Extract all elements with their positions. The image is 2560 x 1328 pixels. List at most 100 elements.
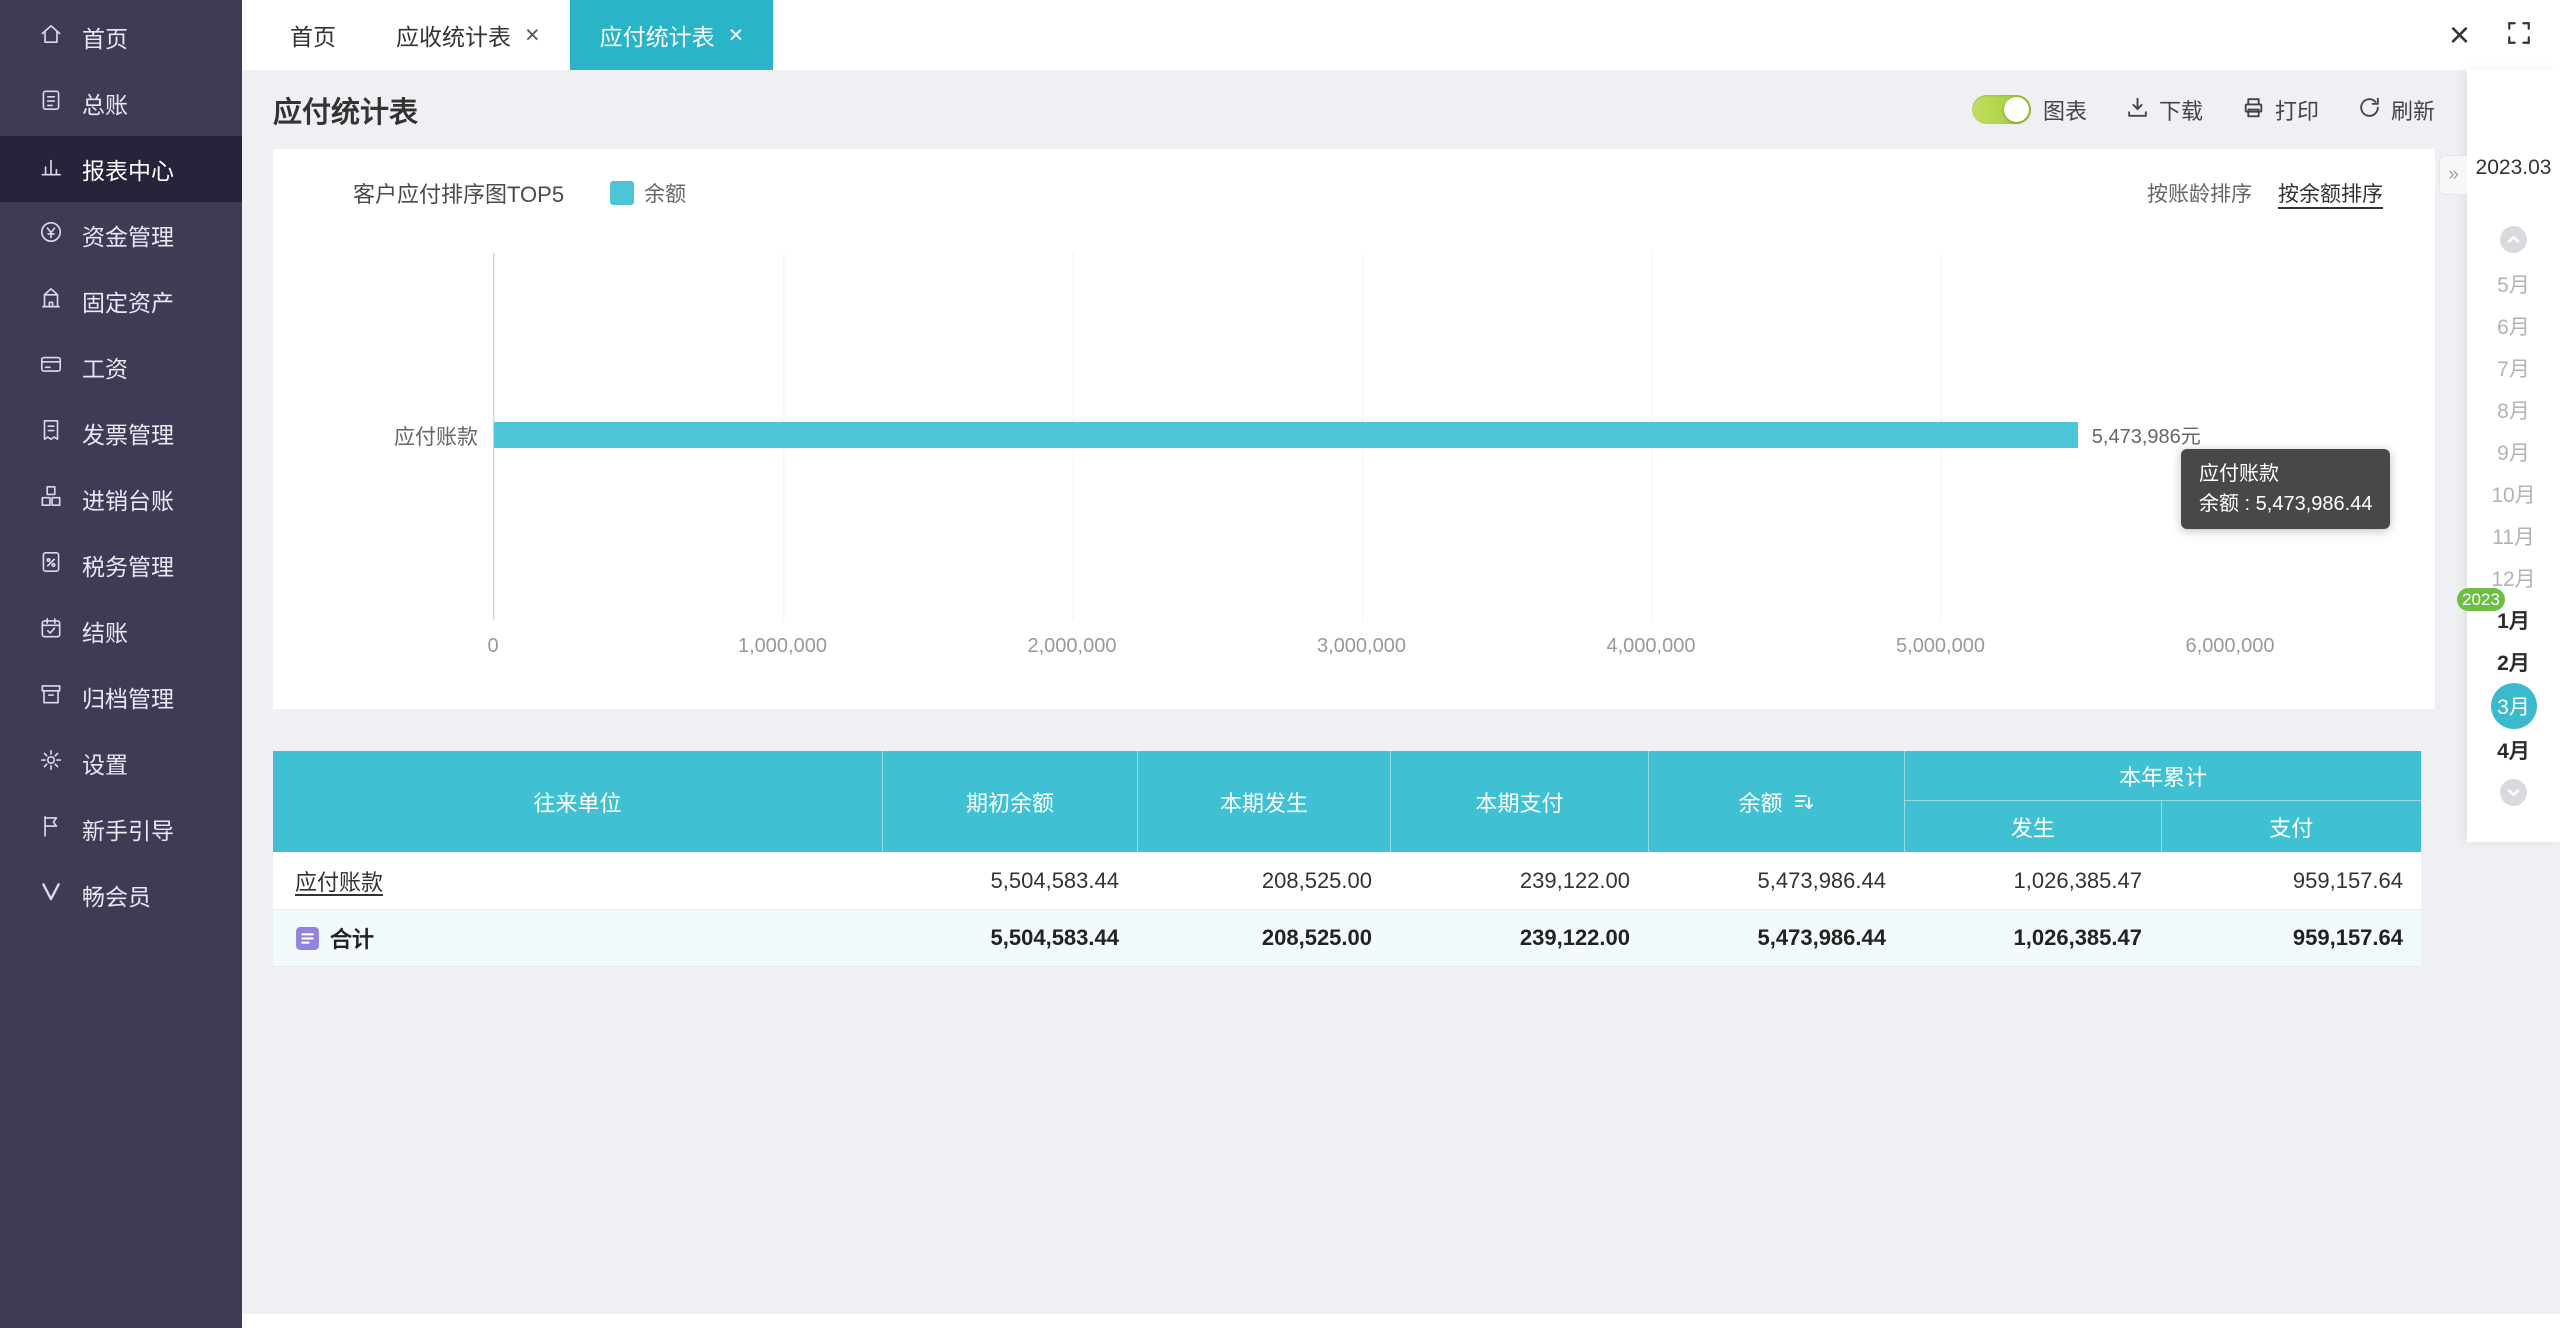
sidebar-item-label: 新手引导 — [82, 818, 174, 844]
sidebar-item-guide[interactable]: 新手引导 — [0, 796, 242, 862]
total-opening: 5,504,583.44 — [990, 925, 1119, 950]
x-axis-ticks: 0 1,000,000 2,000,000 3,000,000 4,000,000 5,0… — [487, 635, 2274, 661]
sidebar-item-report-center[interactable]: 报表中心 — [0, 136, 242, 202]
salary-icon — [38, 351, 64, 383]
download-button[interactable]: 下载 — [2125, 94, 2203, 126]
month-item-10月[interactable]: 10月 — [2491, 484, 2536, 507]
chart-sort-links: 按账龄排序 按余额排序 — [2147, 178, 2383, 208]
sidebar-item-tax[interactable]: 税务管理 — [0, 532, 242, 598]
sidebar-item-funds[interactable]: 资金管理 — [0, 202, 242, 268]
month-panel: 2023.03 5月 6月 7月 8月 9月 10月 11月 12月 1月 2月 3月 4月 2023 — [2457, 70, 2560, 842]
bottom-scrollbar-track[interactable] — [242, 1314, 2560, 1328]
close-icon[interactable]: × — [2448, 14, 2470, 55]
sidebar: 首页 总账 报表中心 资金管理 固定资产 工资 发票管理 进销台账 税务管理 结… — [0, 0, 242, 1328]
month-item-8月[interactable]: 8月 — [2497, 400, 2530, 423]
tab-payable-report[interactable]: 应付统计表 × — [569, 0, 774, 70]
total-ytd-paid: 959,157.64 — [2292, 925, 2403, 950]
y-category-label: 应付账款 — [394, 426, 478, 449]
cell-ytd-paid: 959,157.64 — [2292, 867, 2403, 893]
month-item-4月[interactable]: 4月 — [2497, 740, 2530, 763]
x-tick-label: 4,000,000 — [1606, 635, 1696, 657]
archive-icon — [38, 681, 64, 713]
sidebar-item-label: 畅会员 — [82, 884, 151, 910]
cell-current: 208,525.00 — [1261, 867, 1372, 893]
sidebar-item-member[interactable]: 畅会员 — [0, 862, 242, 928]
col-header-opening: 期初余额 — [882, 751, 1137, 852]
table-row: 应付账款 5,504,583.44 208,525.00 239,122.00 … — [273, 852, 2421, 910]
sort-by-balance-link[interactable]: 按余额排序 — [2278, 183, 2383, 206]
tab-receivable-report[interactable]: 应收统计表 × — [366, 0, 570, 70]
sidebar-item-fixed-assets[interactable]: 固定资产 — [0, 268, 242, 334]
sidebar-item-label: 进销台账 — [82, 488, 174, 514]
sort-descending-icon[interactable] — [1793, 791, 1815, 813]
month-item-3月[interactable]: 3月 — [2467, 683, 2560, 729]
chart-legend[interactable]: 余额 — [610, 178, 686, 208]
x-tick-label: 6,000,000 — [2185, 635, 2275, 657]
tab-close-icon[interactable]: × — [728, 20, 744, 49]
balance-bar[interactable] — [494, 421, 2078, 448]
sidebar-item-general-ledger[interactable]: 总账 — [0, 70, 242, 136]
month-item-11月[interactable]: 11月 — [2492, 526, 2535, 549]
collapse-handle-icon[interactable]: » — [2439, 155, 2467, 195]
tab-home[interactable]: 首页 — [260, 0, 366, 70]
guide-icon — [38, 813, 64, 845]
sidebar-item-home[interactable]: 首页 — [0, 4, 242, 70]
sidebar-item-label: 结账 — [82, 620, 128, 646]
funds-icon — [38, 219, 64, 251]
print-button[interactable]: 打印 — [2241, 94, 2319, 126]
x-tick-label: 1,000,000 — [737, 635, 827, 657]
inventory-icon — [38, 483, 64, 515]
sidebar-item-inventory-ledger[interactable]: 进销台账 — [0, 466, 242, 532]
chart-tooltip: 应付账款 余额 : 5,473,986.44 — [2181, 449, 2391, 529]
sidebar-item-invoice[interactable]: 发票管理 — [0, 400, 242, 466]
month-item-12月[interactable]: 12月 — [2491, 568, 2536, 591]
member-icon — [38, 879, 64, 911]
page-title: 应付统计表 — [273, 96, 419, 129]
sidebar-item-closing[interactable]: 结账 — [0, 598, 242, 664]
month-item-7月[interactable]: 7月 — [2497, 358, 2530, 381]
month-item-5月[interactable]: 5月 — [2497, 274, 2530, 297]
scroll-down-icon[interactable] — [2500, 779, 2527, 806]
sidebar-item-settings[interactable]: 设置 — [0, 730, 242, 796]
table-header: 往来单位 期初余额 本期发生 本期支付 余额 本年累计 发生 支付 — [273, 751, 2421, 852]
col-header-balance: 余额 — [1648, 751, 1904, 852]
refresh-button[interactable]: 刷新 — [2357, 94, 2435, 126]
sort-by-age-link[interactable]: 按账龄排序 — [2147, 183, 2252, 206]
month-item-2月[interactable]: 2月 — [2497, 652, 2530, 675]
total-label: 合计 — [330, 927, 375, 952]
title-row: 应付统计表 图表 下载 打印 刷新 — [273, 70, 2435, 149]
month-item-6月[interactable]: 6月 — [2497, 316, 2530, 339]
toolbar: 图表 下载 打印 刷新 — [1971, 94, 2435, 126]
current-period-label: 2023.03 — [2475, 156, 2552, 179]
tooltip-title: 应付账款 — [2199, 463, 2279, 485]
download-icon — [2125, 95, 2150, 125]
home-icon — [38, 21, 64, 53]
chart-toggle-group[interactable]: 图表 — [1971, 94, 2087, 126]
month-item-9月[interactable]: 9月 — [2497, 442, 2530, 465]
sum-icon — [295, 926, 320, 951]
tab-close-icon[interactable]: × — [525, 20, 540, 49]
x-tick-label: 0 — [487, 635, 499, 657]
cell-paid: 239,122.00 — [1519, 867, 1630, 893]
sidebar-item-label: 报表中心 — [82, 158, 174, 184]
cell-opening: 5,504,583.44 — [990, 867, 1119, 893]
scroll-up-icon[interactable] — [2500, 226, 2527, 253]
content-area: 应付统计表 图表 下载 打印 刷新 客户应付排序图TOP5 — [242, 70, 2560, 1328]
sidebar-item-archive[interactable]: 归档管理 — [0, 664, 242, 730]
sidebar-item-label: 税务管理 — [82, 554, 174, 580]
sidebar-item-label: 归档管理 — [82, 686, 174, 712]
print-icon — [2241, 95, 2266, 125]
sidebar-item-label: 首页 — [82, 26, 128, 52]
x-tick-label: 2,000,000 — [1027, 635, 1117, 657]
total-balance: 5,473,986.44 — [1757, 925, 1886, 950]
fullscreen-icon[interactable] — [2506, 20, 2532, 51]
bar-chart-plot: 应付账款 5,473,986元 — [394, 253, 2230, 620]
sidebar-item-salary[interactable]: 工资 — [0, 334, 242, 400]
chart-toggle-switch[interactable] — [1971, 95, 2031, 124]
payable-account-link[interactable]: 应付账款 — [295, 869, 384, 895]
settings-icon — [38, 747, 64, 779]
year-badge: 2023 — [2457, 588, 2505, 611]
sidebar-item-label: 发票管理 — [82, 422, 174, 448]
fixed-assets-icon — [38, 285, 64, 317]
month-item-1月[interactable]: 1月 — [2497, 610, 2530, 633]
